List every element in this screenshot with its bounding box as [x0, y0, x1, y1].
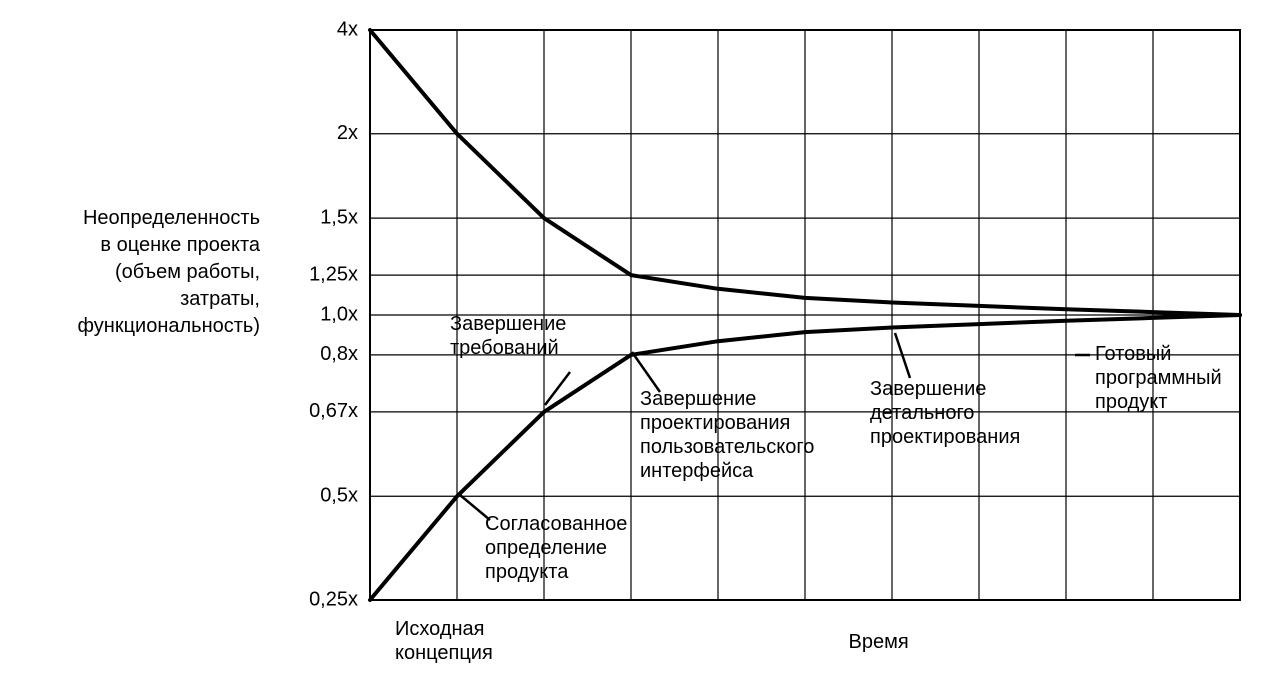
y-tick-label: 4x	[337, 18, 358, 40]
chart-svg: 4x 2x 1,5x 1,25x 1,0x 0,8x 0,67x 0,5x 0,25x Время…	[0, 0, 1280, 683]
milestone-agreed_definition: Согласованноеопределениепродукта	[485, 513, 627, 583]
y-tick-label: 1,0x	[320, 303, 358, 325]
annotation-leader	[632, 352, 660, 392]
y-tick-label: 2x	[337, 122, 358, 144]
milestone-detail_design_done: Завершениедетальногопроектирования	[870, 378, 1020, 448]
chart-container: { "chart": { "type": "line", "background…	[0, 0, 1280, 683]
y-tick-label: 0,25x	[309, 588, 358, 610]
y-tick-label: 1,25x	[309, 263, 358, 285]
milestone-initial_concept: Исходнаяконцепция	[395, 618, 493, 664]
y-axis-title: Неопределенностьв оценке проекта(объем р…	[0, 205, 260, 340]
y-tick-label: 0,5x	[320, 485, 358, 507]
milestone-final_product: Готовыйпрограммныйпродукт	[1095, 343, 1222, 413]
milestone-requirements_done: Завершениетребований	[450, 313, 566, 359]
y-tick-label: 0,8x	[320, 343, 358, 365]
milestone-ui_design_done: Завершениепроектированияпользовательског…	[640, 388, 814, 482]
annotation-leader	[545, 372, 570, 405]
y-tick-label: 0,67x	[309, 400, 358, 422]
x-axis-title: Время	[849, 631, 909, 653]
y-tick-label: 1,5x	[320, 206, 358, 228]
